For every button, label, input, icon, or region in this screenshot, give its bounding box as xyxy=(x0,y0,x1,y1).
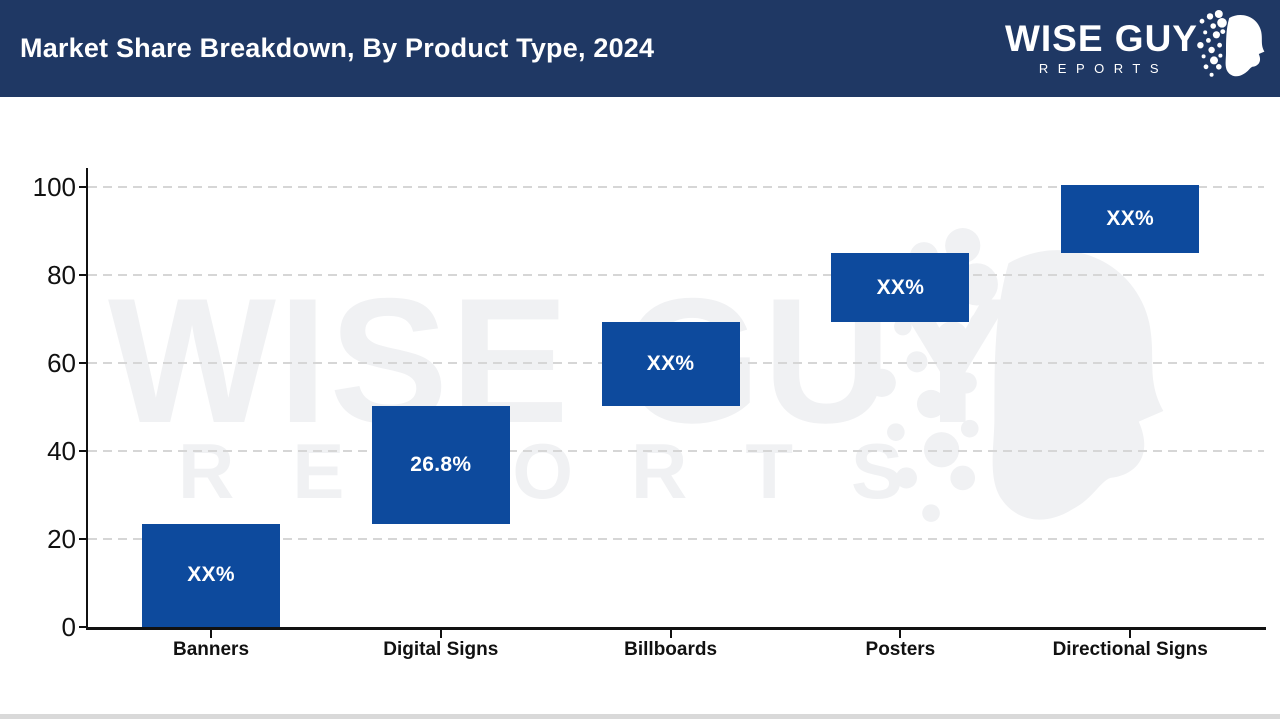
page-title: Market Share Breakdown, By Product Type,… xyxy=(20,33,655,63)
bar-digital-signs: 26.8% xyxy=(371,405,510,524)
x-axis-tick xyxy=(439,630,442,638)
bar-value-label: XX% xyxy=(1106,207,1154,231)
bar-posters: XX% xyxy=(831,253,970,323)
x-tick-label: Billboards xyxy=(624,639,718,660)
x-tick-label: Posters xyxy=(865,639,936,660)
y-axis-tick xyxy=(79,186,88,188)
y-axis-tick xyxy=(79,362,88,364)
x-axis-line xyxy=(86,627,1266,630)
gridline xyxy=(88,186,1264,188)
x-tick-label: Banners xyxy=(172,639,250,660)
bar-banners: XX% xyxy=(142,523,280,627)
logo-wordmark-line2: REPORTS xyxy=(1038,61,1169,76)
bar-billboards: XX% xyxy=(601,322,740,406)
y-axis-tick xyxy=(79,450,88,452)
watermark-wordmark-line2: REPORTS xyxy=(178,427,962,515)
y-tick-label: 100 xyxy=(32,172,76,202)
x-axis-tick xyxy=(210,630,212,638)
bar-value-label: 26.8% xyxy=(410,452,472,476)
y-tick-label: 40 xyxy=(47,436,76,466)
x-axis-tick xyxy=(899,630,902,638)
x-tick-label: Digital Signs xyxy=(383,639,499,660)
y-axis-tick xyxy=(79,538,88,540)
y-tick-label: 0 xyxy=(61,612,76,642)
header-bar: Market Share Breakdown, By Product Type,… xyxy=(0,0,1280,97)
footer-strip xyxy=(0,714,1280,719)
bar-directional-signs: XX% xyxy=(1061,184,1200,254)
gridline xyxy=(88,274,1264,276)
gridline xyxy=(88,450,1264,452)
watermark-head-profile-dots-icon xyxy=(867,228,1164,522)
bar-value-label: XX% xyxy=(646,351,695,375)
x-axis-tick xyxy=(1129,630,1132,638)
bar-value-label: XX% xyxy=(876,275,925,299)
y-axis-tick xyxy=(79,274,88,276)
x-tick-label: Directional Signs xyxy=(1052,639,1208,660)
brand-logo: WISE GUY REPORTS xyxy=(1005,6,1266,92)
gridline xyxy=(88,538,1264,540)
head-profile-dots-icon xyxy=(1197,10,1265,77)
logo-wordmark: WISE GUY REPORTS xyxy=(1004,18,1198,77)
y-axis-tick xyxy=(79,626,88,628)
x-axis-tick xyxy=(669,630,672,638)
logo-wordmark-line1: WISE GUY xyxy=(1004,18,1198,59)
y-tick-label: 60 xyxy=(47,348,76,378)
y-axis-line xyxy=(86,168,88,629)
y-tick-label: 20 xyxy=(47,524,76,554)
bar-value-label: XX% xyxy=(187,563,235,587)
y-tick-label: 80 xyxy=(47,260,76,290)
